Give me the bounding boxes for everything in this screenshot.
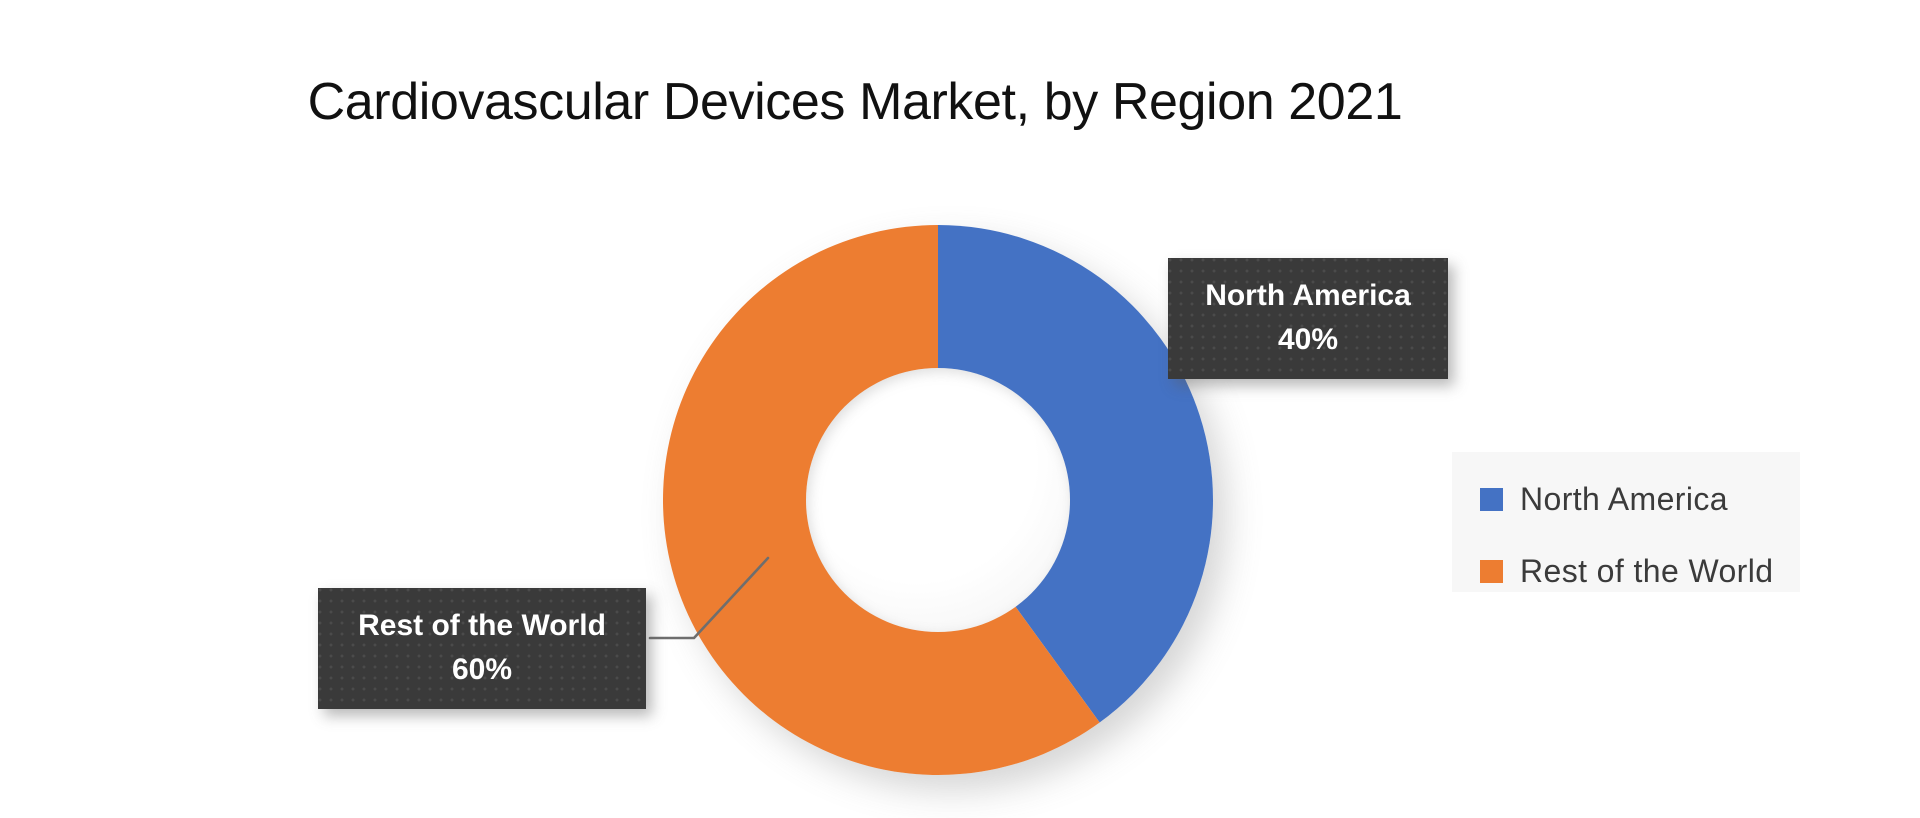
legend-item-rest-of-the-world[interactable]: Rest of the World bbox=[1480, 548, 1800, 594]
data-label-rest-of-the-world-name: Rest of the World bbox=[358, 609, 606, 642]
chart-title: Cardiovascular Devices Market, by Region… bbox=[307, 73, 1403, 131]
donut-center-hole bbox=[806, 368, 1070, 632]
legend-swatch-north-america bbox=[1480, 487, 1503, 511]
donut-chart bbox=[663, 225, 1213, 775]
legend-swatch-rest-of-the-world bbox=[1480, 559, 1503, 583]
data-label-north-america-value: 40% bbox=[1277, 322, 1339, 356]
legend-label-north-america: North America bbox=[1520, 480, 1728, 517]
chart-legend: North America Rest of the World bbox=[1452, 452, 1800, 592]
leader-line-rest-of-the-world bbox=[648, 556, 770, 640]
legend-label-rest-of-the-world: Rest of the World bbox=[1520, 552, 1774, 589]
data-label-north-america-name: North America bbox=[1205, 279, 1411, 312]
legend-item-north-america[interactable]: North America bbox=[1480, 476, 1800, 522]
data-label-north-america: North America 40% bbox=[1168, 258, 1448, 379]
data-label-rest-of-the-world-value: 60% bbox=[451, 652, 513, 686]
data-label-rest-of-the-world: Rest of the World 60% bbox=[318, 588, 646, 709]
donut-slice-north-america[interactable] bbox=[938, 225, 1213, 723]
